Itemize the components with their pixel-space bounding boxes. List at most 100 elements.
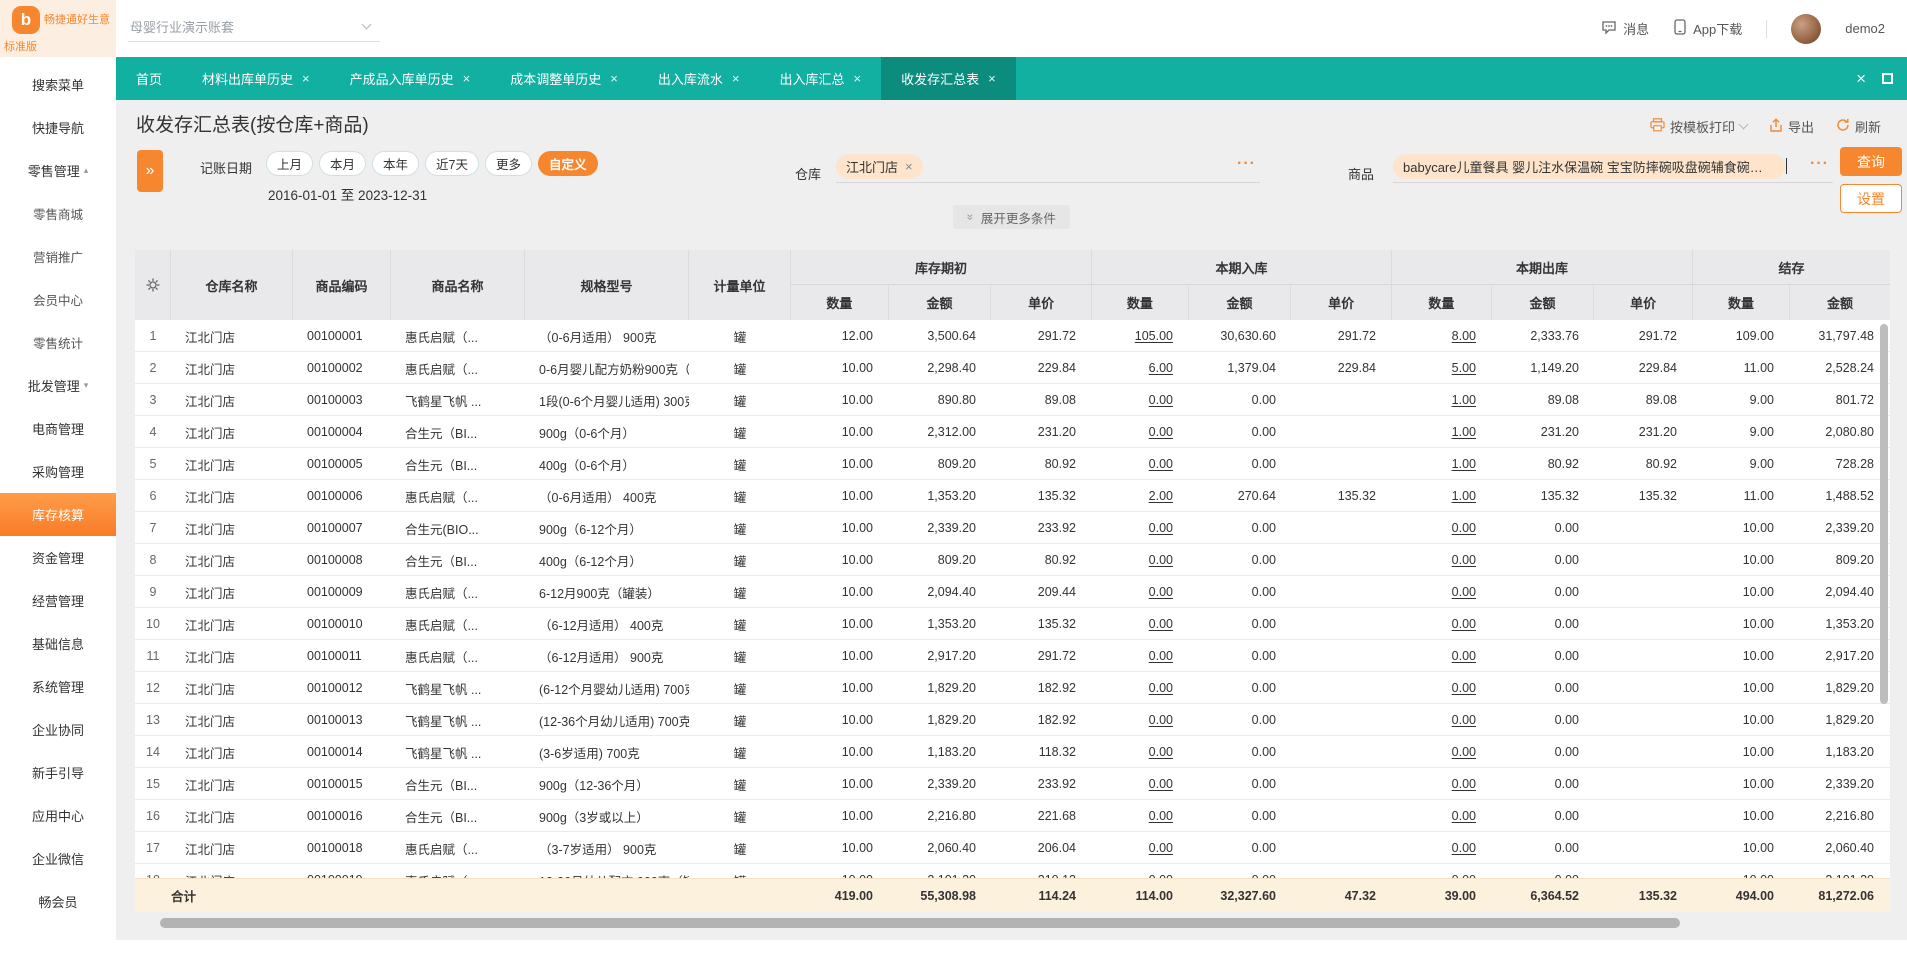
sidebar-item-应用中心[interactable]: 应用中心 [0, 794, 116, 837]
tab-item[interactable]: 出入库汇总 × [759, 57, 881, 100]
horizontal-scrollbar[interactable] [160, 918, 1680, 928]
inbound-qty-link[interactable]: 0.00 [1148, 649, 1173, 663]
inbound-qty-link[interactable]: 0.00 [1148, 521, 1173, 535]
outbound-qty-link[interactable]: 0.00 [1451, 713, 1476, 727]
sidebar-item-基础信息[interactable]: 基础信息 [0, 622, 116, 665]
outbound-qty-link[interactable]: 0.00 [1451, 585, 1476, 599]
account-select[interactable]: 母婴行业演示账套 [128, 12, 380, 42]
outbound-qty-link[interactable]: 0.00 [1451, 553, 1476, 567]
tab-item[interactable]: 出入库流水 × [638, 57, 760, 100]
tab-item[interactable]: 产成品入库单历史 × [330, 57, 491, 100]
outbound-qty-link[interactable]: 1.00 [1451, 457, 1476, 471]
sidebar-item-零售商城[interactable]: 零售商城 [0, 192, 116, 235]
sidebar-item-零售统计[interactable]: 零售统计 [0, 321, 116, 364]
date-range-value[interactable]: 2016-01-01 至 2023-12-31 [268, 188, 428, 203]
outbound-qty-link[interactable]: 0.00 [1451, 617, 1476, 631]
outbound-qty-link[interactable]: 0.00 [1451, 745, 1476, 759]
sidebar-item-会员中心[interactable]: 会员中心 [0, 278, 116, 321]
tab-active[interactable]: 收发存汇总表 × [881, 57, 1016, 100]
sidebar-item-快捷导航[interactable]: 快捷导航 [0, 106, 116, 149]
inbound-qty-link[interactable]: 0.00 [1148, 681, 1173, 695]
inbound-qty-link[interactable]: 0.00 [1148, 393, 1173, 407]
inbound-qty-link[interactable]: 0.00 [1148, 457, 1173, 471]
close-tab-icon[interactable]: × [731, 71, 740, 86]
inbound-qty-link[interactable]: 0.00 [1148, 713, 1173, 727]
inbound-qty-link[interactable]: 0.00 [1148, 745, 1173, 759]
date-pill[interactable]: 本年 [372, 151, 420, 176]
inbound-qty-link[interactable]: 0.00 [1148, 809, 1173, 823]
sidebar-item-经营管理[interactable]: 经营管理 [0, 579, 116, 622]
maximize-icon[interactable] [1882, 73, 1893, 84]
close-all-tabs-icon[interactable]: × [1856, 68, 1866, 88]
cell: 10.00 [841, 649, 873, 663]
messages-button[interactable]: 消息 [1601, 19, 1649, 38]
product-filter-field[interactable]: babycare儿童餐具 婴儿注水保温碗 宝宝防摔碗吸盘碗辅食碗勺套装 雀湖绿 … [1393, 150, 1833, 183]
app-download-button[interactable]: App下载 [1673, 19, 1742, 38]
tab-item[interactable]: 成本调整单历史 × [490, 57, 638, 100]
warehouse-filter-field[interactable]: 江北门店 × ··· [836, 150, 1260, 183]
outbound-qty-link[interactable]: 0.00 [1451, 777, 1476, 791]
date-pill[interactable]: 本月 [319, 151, 367, 176]
query-button[interactable]: 查询 [1840, 147, 1902, 176]
inbound-qty-link[interactable]: 0.00 [1148, 553, 1173, 567]
remove-warehouse-tag-icon[interactable]: × [905, 158, 913, 174]
close-tab-icon[interactable]: × [988, 71, 996, 86]
outbound-qty-link[interactable]: 1.00 [1451, 393, 1476, 407]
outbound-qty-link[interactable]: 1.00 [1451, 489, 1476, 503]
avatar[interactable] [1791, 13, 1822, 44]
inbound-qty-link[interactable]: 0.00 [1148, 777, 1173, 791]
collapse-filter-panel-button[interactable]: » [137, 150, 163, 192]
outbound-qty-link[interactable]: 8.00 [1451, 329, 1476, 343]
inbound-qty-link[interactable]: 0.00 [1148, 617, 1173, 631]
main-content: 收发存汇总表(按仓库+商品) 按模板打印 导出 刷新 » 记账日期 上月 本月 本年… [116, 100, 1907, 962]
outbound-qty-link[interactable]: 0.00 [1451, 809, 1476, 823]
expand-more-conditions-button[interactable]: » 展开更多条件 [953, 205, 1070, 229]
sidebar-item-零售管理[interactable]: 零售管理 ▴ [0, 149, 116, 192]
sidebar-item-畅会员[interactable]: 畅会员 [0, 880, 116, 923]
inbound-qty-link[interactable]: 0.00 [1148, 425, 1173, 439]
sidebar-item-企业微信[interactable]: 企业微信 [0, 837, 116, 880]
print-by-template-button[interactable]: 按模板打印 [1650, 117, 1749, 136]
sidebar-item-系统管理[interactable]: 系统管理 [0, 665, 116, 708]
outbound-qty-link[interactable]: 0.00 [1451, 681, 1476, 695]
sidebar-item-新手引导[interactable]: 新手引导 [0, 751, 116, 794]
export-button[interactable]: 导出 [1769, 117, 1814, 136]
sidebar-item-采购管理[interactable]: 采购管理 [0, 450, 116, 493]
close-tab-icon[interactable]: × [610, 71, 618, 86]
close-tab-icon[interactable]: × [302, 71, 310, 86]
outbound-qty-link[interactable]: 1.00 [1451, 425, 1476, 439]
sidebar-item-企业协同[interactable]: 企业协同 [0, 708, 116, 751]
outbound-qty-link[interactable]: 0.00 [1451, 649, 1476, 663]
refresh-button[interactable]: 刷新 [1836, 117, 1881, 136]
inbound-qty-link[interactable]: 6.00 [1148, 361, 1173, 375]
inbound-qty-link[interactable]: 0.00 [1148, 841, 1173, 855]
outbound-qty-link[interactable]: 5.00 [1451, 361, 1476, 375]
vertical-scrollbar[interactable] [1880, 324, 1888, 704]
inbound-qty-link[interactable]: 0.00 [1092, 864, 1189, 878]
tab-item[interactable]: 首页 [116, 57, 182, 100]
sidebar-item-库存核算[interactable]: 库存核算 [0, 493, 116, 536]
inbound-qty-link[interactable]: 2.00 [1148, 489, 1173, 503]
date-pill[interactable]: 更多 [485, 151, 533, 176]
sidebar-item-资金管理[interactable]: 资金管理 [0, 536, 116, 579]
date-pill[interactable]: 近7天 [425, 151, 479, 176]
sidebar-item-批发管理[interactable]: 批发管理 ▾ [0, 364, 116, 407]
cell: 0.00 [1554, 585, 1579, 599]
inbound-qty-link[interactable]: 105.00 [1134, 329, 1173, 343]
outbound-qty-link[interactable]: 0.00 [1392, 864, 1492, 878]
close-tab-icon[interactable]: × [853, 71, 862, 86]
close-tab-icon[interactable]: × [462, 71, 471, 86]
product-picker-ellipsis-icon[interactable]: ··· [1810, 155, 1829, 172]
date-pill[interactable]: 上月 [266, 151, 314, 176]
sidebar-item-电商管理[interactable]: 电商管理 [0, 407, 116, 450]
settings-button[interactable]: 设置 [1840, 184, 1902, 213]
outbound-qty-link[interactable]: 0.00 [1451, 841, 1476, 855]
sidebar-item-营销推广[interactable]: 营销推广 [0, 235, 116, 278]
outbound-qty-link[interactable]: 0.00 [1451, 521, 1476, 535]
inbound-qty-link[interactable]: 0.00 [1148, 585, 1173, 599]
warehouse-picker-ellipsis-icon[interactable]: ··· [1237, 155, 1256, 172]
date-pill-custom[interactable]: 自定义 [538, 151, 598, 176]
tab-item[interactable]: 材料出库单历史 × [182, 57, 330, 100]
column-settings-icon[interactable] [135, 250, 171, 320]
sidebar-item-搜索菜单[interactable]: 搜索菜单 [0, 63, 116, 106]
